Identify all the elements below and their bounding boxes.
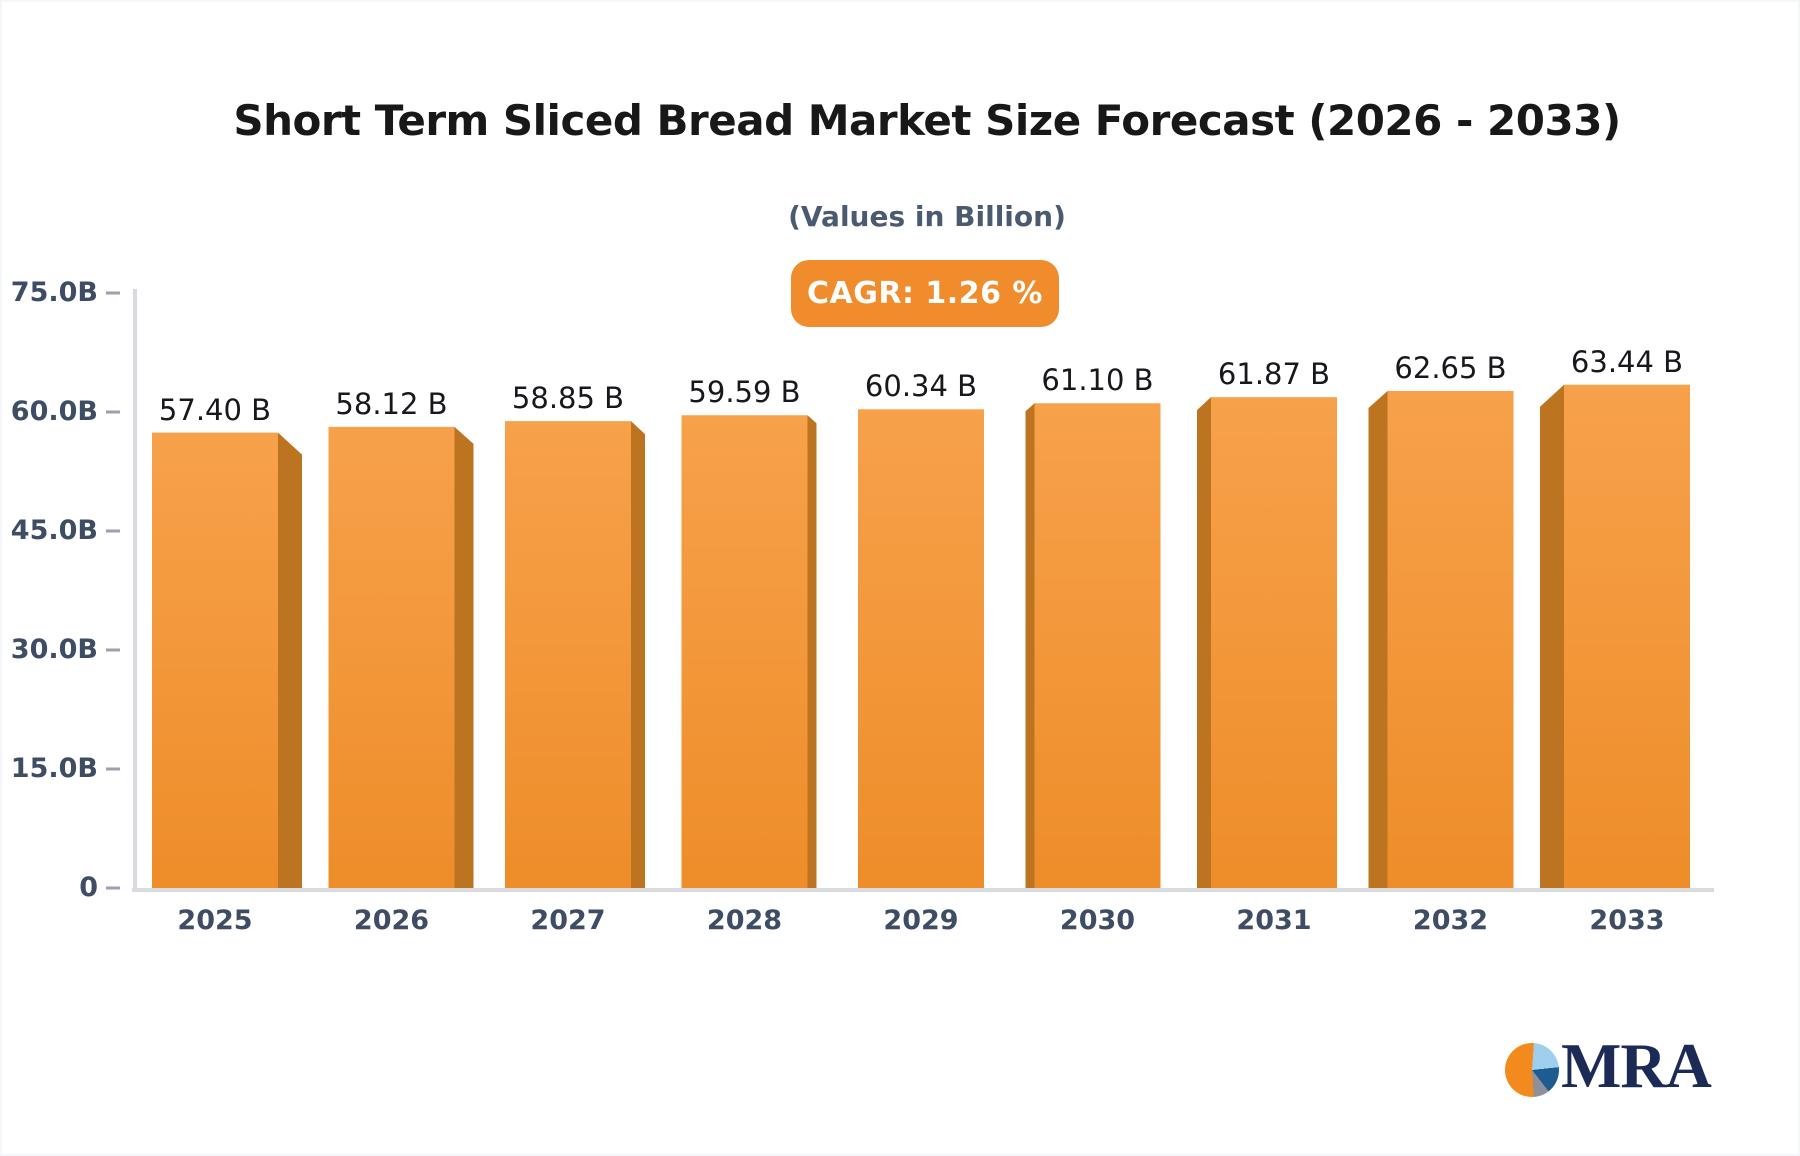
pie-chart-logo-icon — [1505, 1043, 1559, 1097]
bar-3d-side — [278, 432, 302, 888]
bar — [505, 421, 631, 888]
bar-3d-side — [1025, 403, 1035, 888]
bar-value-label: 59.59 B — [688, 375, 801, 410]
y-tick-label: 45.0B — [10, 515, 98, 546]
bar-value-label: 60.34 B — [864, 369, 978, 404]
chart-subtitle: (Values in Billion) — [788, 200, 1066, 233]
bar-value-label: 63.44 B — [1570, 344, 1684, 379]
bar-3d-side — [1540, 384, 1564, 888]
x-tick-label: 2032 — [1412, 905, 1489, 936]
y-tick-label: 15.0B — [10, 753, 98, 784]
bar-value-label: 57.40 B — [158, 392, 272, 427]
bar — [1564, 384, 1690, 888]
x-tick-label: 2033 — [1589, 905, 1665, 936]
x-tick-label: 2027 — [530, 905, 606, 936]
bar-3d-side — [1368, 390, 1388, 888]
x-tick-label: 2025 — [177, 905, 253, 936]
bar — [858, 409, 984, 888]
bar — [1387, 390, 1514, 888]
bar-3d-side — [631, 421, 645, 888]
logo-text: MRA — [1561, 1030, 1712, 1101]
chart-title: Short Term Sliced Bread Market Size Fore… — [233, 96, 1621, 145]
bar-value-label: 61.10 B — [1041, 363, 1154, 398]
bar — [152, 432, 278, 888]
bar-3d-side — [454, 426, 474, 888]
cagr-badge: CAGR: 1.26 % — [791, 260, 1059, 327]
x-tick-label: 2031 — [1236, 905, 1312, 936]
brand-logo: MRA — [1505, 1030, 1712, 1101]
x-tick-label: 2030 — [1059, 905, 1136, 936]
y-tick-label: 0 — [79, 872, 98, 903]
bar-value-label: 58.85 B — [511, 381, 625, 416]
x-tick-label: 2029 — [883, 905, 959, 936]
bar — [1211, 397, 1337, 888]
bar — [328, 426, 455, 888]
bar — [1034, 403, 1161, 888]
cagr-badge-label: CAGR: 1.26 % — [807, 276, 1043, 311]
bar-3d-side — [1197, 397, 1211, 888]
y-tick-label: 30.0B — [10, 634, 98, 665]
y-tick-label: 75.0B — [10, 277, 98, 308]
bar-value-label: 61.87 B — [1217, 357, 1331, 392]
x-tick-label: 2028 — [706, 905, 783, 936]
bar-value-label: 62.65 B — [1394, 350, 1507, 385]
bar-3d-side — [807, 415, 817, 888]
x-tick-label: 2026 — [353, 905, 430, 936]
y-tick-label: 60.0B — [10, 396, 98, 427]
bar — [681, 415, 808, 888]
bar-value-label: 58.12 B — [335, 386, 448, 421]
